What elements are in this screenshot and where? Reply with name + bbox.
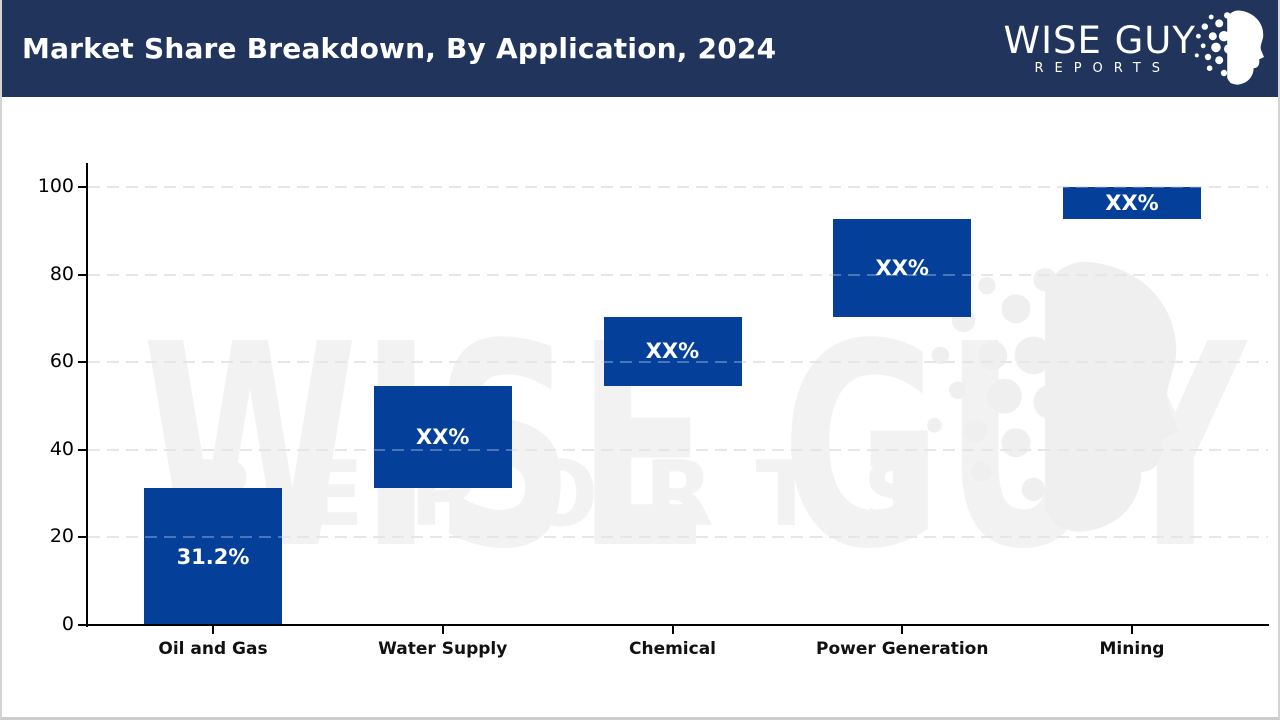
x-tick [1131,626,1133,634]
y-tick [78,186,87,188]
grid-line-highlight [88,273,1268,276]
y-tick [78,448,87,451]
y-tick-label: 80 [49,262,74,285]
waterfall-bar: XX% [373,385,512,489]
grid-line [88,536,1268,539]
y-tick [78,361,87,364]
x-axis-line [86,624,1269,626]
grid-line [88,273,1268,276]
grid-line [88,186,1268,188]
y-tick-label: 60 [49,350,74,373]
bar-value-label: XX% [1105,190,1159,215]
brand-logo: WISE GUY REPORTS [1004,8,1264,90]
y-axis-line [86,163,88,627]
x-tick [212,626,214,634]
grid-line-highlight [88,361,1268,364]
category-label: Oil and Gas [158,639,268,659]
category-label: Mining [1099,639,1165,659]
grid-line-highlight [88,448,1268,451]
page-title: Market Share Breakdown, By Application, … [22,32,777,65]
category-label: Water Supply [378,639,508,659]
y-tick-label: 100 [37,175,74,197]
category-label: Power Generation [816,639,989,659]
bar-value-label: 31.2% [176,544,250,569]
y-tick [78,273,87,276]
x-tick [671,626,674,634]
brand-subname: REPORTS [1034,61,1172,76]
y-tick [78,624,87,626]
grid-line-highlight [88,536,1268,539]
y-tick [78,536,87,539]
x-tick [441,626,444,634]
waterfall-bar: XX% [1063,187,1201,219]
y-tick-label: 0 [61,613,74,635]
waterfall-bar: XX% [603,317,742,386]
header-bar: Market Share Breakdown, By Application, … [2,0,1278,97]
grid-line [88,448,1268,451]
wiseguy-face-icon [1194,9,1264,85]
bar-value-label: XX% [875,256,929,281]
brand-logo-text: WISE GUY REPORTS [1004,22,1196,75]
watermark-subtext: REPORTS [187,442,974,547]
bar-value-label: XX% [416,425,470,450]
category-label: Chemical [628,639,717,659]
y-tick-label: 40 [49,437,74,460]
y-tick-label: 20 [49,525,74,548]
brand-name: WISE GUY [1003,19,1196,62]
waterfall-bar: XX% [833,218,972,318]
grid-line-highlight [88,186,1268,188]
bar-value-label: XX% [645,339,700,364]
x-tick [901,626,904,634]
waterfall-bar: 31.2% [144,488,282,625]
